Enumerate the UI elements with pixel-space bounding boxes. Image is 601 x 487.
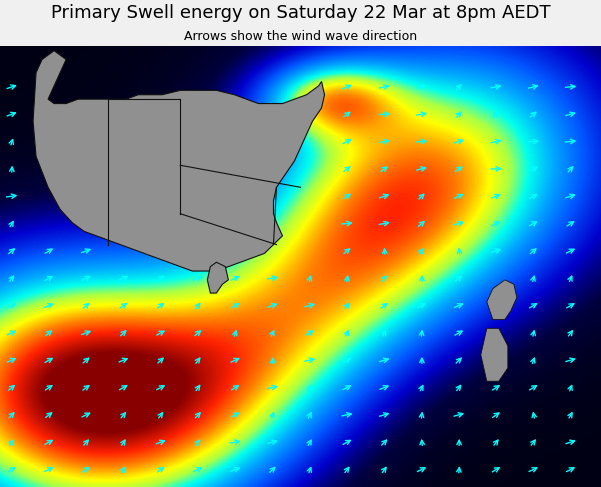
Polygon shape — [481, 328, 508, 381]
Polygon shape — [33, 51, 325, 271]
Polygon shape — [487, 280, 517, 319]
Text: Primary Swell energy on Saturday 22 Mar at 8pm AEDT: Primary Swell energy on Saturday 22 Mar … — [50, 4, 551, 22]
Text: Arrows show the wind wave direction: Arrows show the wind wave direction — [184, 30, 417, 42]
Polygon shape — [207, 262, 228, 293]
